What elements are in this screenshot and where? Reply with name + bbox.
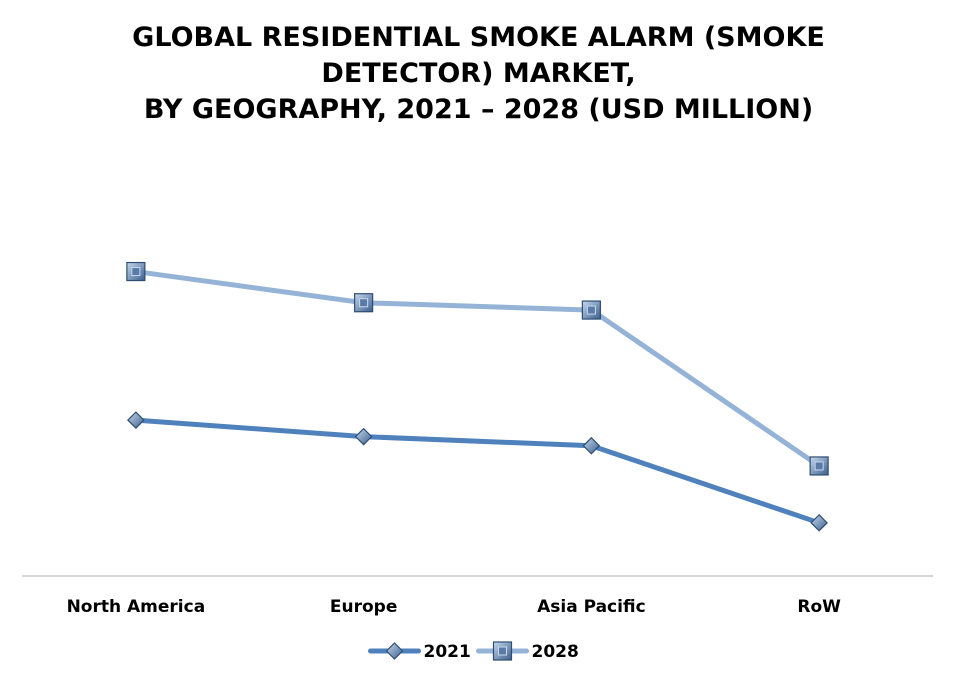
- data-point-2028-3-inner: [814, 461, 824, 471]
- x-tick-label: Asia Pacific: [537, 597, 646, 617]
- x-tick-label: RoW: [797, 597, 841, 617]
- data-point-2028-1-inner: [359, 298, 369, 308]
- legend-item-2028: 2028: [476, 641, 579, 662]
- data-point-2021-2: [582, 436, 601, 455]
- chart-title-line-3: BY GEOGRAPHY, 2021 – 2028 (USD MILLION): [143, 94, 814, 125]
- chart-title: GLOBAL RESIDENTIAL SMOKE ALARM (SMOKE DE…: [0, 20, 957, 128]
- chart-title-line-2: DETECTOR) MARKET,: [321, 58, 636, 89]
- series-line-2021: [133, 417, 822, 526]
- data-point-2028-0-inner: [131, 267, 141, 277]
- legend-label: 2028: [532, 642, 579, 662]
- legend-marker-2028-inner: [498, 646, 507, 656]
- series-2028: [126, 261, 829, 476]
- x-tick-labels: North America Europe Asia Pacific RoW: [67, 597, 842, 617]
- x-tick-label: North America: [67, 597, 206, 617]
- data-point-2021-0: [127, 411, 145, 429]
- data-point-2021-1: [354, 427, 373, 446]
- data-point-2021-3: [810, 513, 828, 532]
- series-2021: [127, 411, 828, 532]
- x-tick-label: Europe: [330, 597, 397, 617]
- series-line-2028: [133, 269, 822, 469]
- legend-marker-2021: [385, 642, 404, 660]
- legend: 2021 2028: [368, 641, 579, 662]
- chart-title-line-1: GLOBAL RESIDENTIAL SMOKE ALARM (SMOKE: [132, 22, 825, 53]
- series-layer: [126, 261, 829, 532]
- data-point-2028-2-inner: [586, 305, 596, 315]
- legend-item-2021: 2021: [368, 642, 471, 662]
- legend-label: 2021: [424, 642, 471, 662]
